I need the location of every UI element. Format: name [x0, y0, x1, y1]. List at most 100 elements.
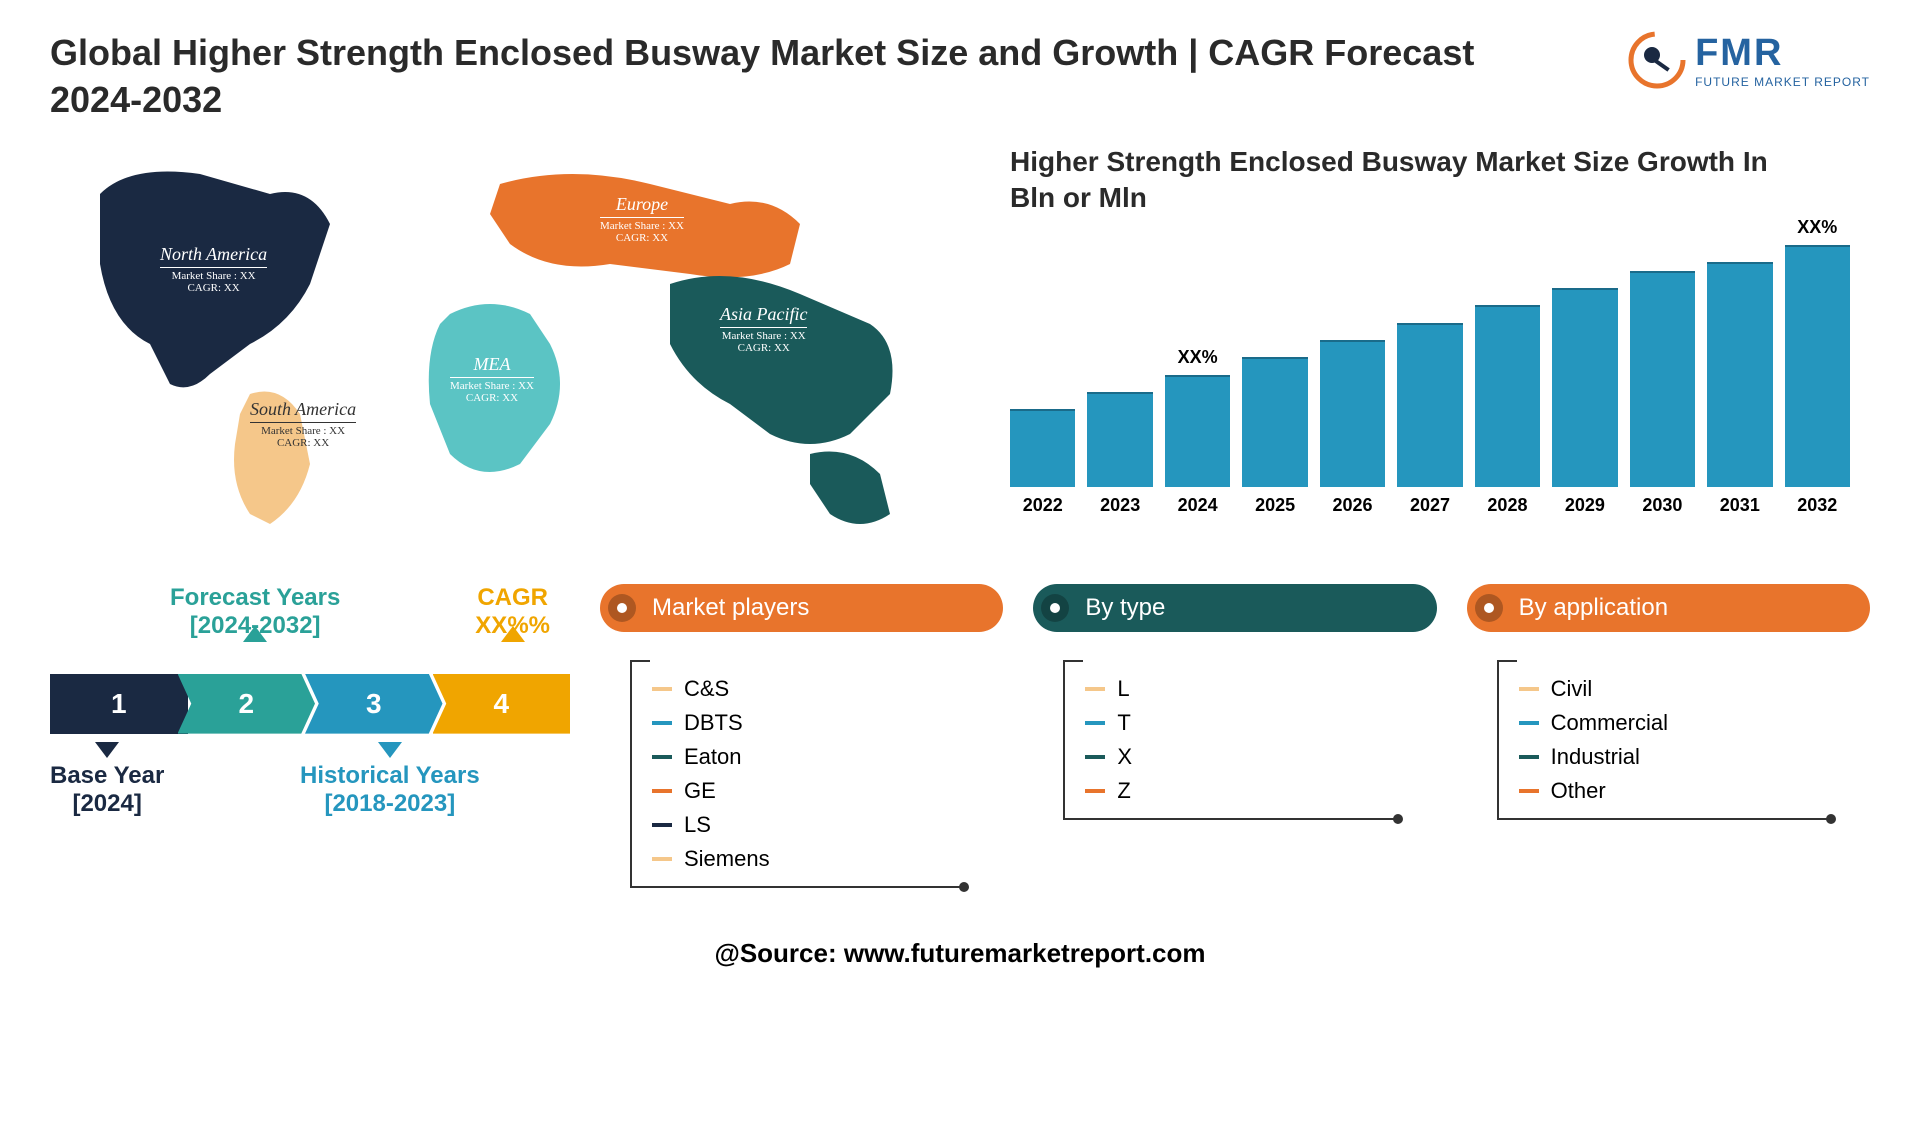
timeline-seg-4: 4: [433, 674, 571, 734]
category-item-label: C&S: [684, 676, 729, 702]
category-item: X: [1085, 740, 1396, 774]
category-item-label: Other: [1551, 778, 1606, 804]
bar-label: 2032: [1797, 495, 1837, 516]
by-application-col: By application Civil Commercial Industrial…: [1467, 584, 1870, 820]
category-item-label: Eaton: [684, 744, 742, 770]
bullet-icon: [1085, 755, 1105, 759]
chart-bar: [1242, 357, 1307, 487]
page-title: Global Higher Strength Enclosed Busway M…: [50, 30, 1550, 124]
bar-label: 2027: [1410, 495, 1450, 516]
timeline-seg-3: 3: [305, 674, 443, 734]
bullet-icon: [1519, 755, 1539, 759]
bar-item: 2026: [1320, 340, 1385, 516]
bar-item: 2030: [1630, 271, 1695, 517]
by-application-header: By application: [1467, 584, 1870, 632]
logo: FMR FUTURE MARKET REPORT: [1627, 30, 1870, 90]
category-item: Z: [1085, 774, 1396, 808]
category-item-label: Civil: [1551, 676, 1593, 702]
bar-item: XX%2032: [1785, 245, 1850, 517]
bar-label: 2022: [1023, 495, 1063, 516]
by-type-header: By type: [1033, 584, 1436, 632]
category-item: Civil: [1519, 672, 1830, 706]
category-item: T: [1085, 706, 1396, 740]
region-eu-label: Europe Market Share : XXCAGR: XX: [600, 194, 684, 244]
category-item-label: Commercial: [1551, 710, 1668, 736]
bullet-icon: [1519, 721, 1539, 725]
timeline-seg-2: 2: [178, 674, 316, 734]
by-type-col: By type LTXZ: [1033, 584, 1436, 820]
chart-bar: [1552, 288, 1617, 487]
bar-item: 2029: [1552, 288, 1617, 516]
logo-icon: [1627, 30, 1687, 90]
category-item: LS: [652, 808, 963, 842]
bullet-icon: [1085, 721, 1105, 725]
logo-main-text: FMR: [1695, 32, 1870, 75]
bar-label: 2031: [1720, 495, 1760, 516]
bar-label: 2025: [1255, 495, 1295, 516]
bar-item: XX%2024: [1165, 375, 1230, 517]
market-players-header: Market players: [600, 584, 1003, 632]
bar-annotation: XX%: [1178, 347, 1218, 368]
world-map: North America Market Share : XXCAGR: XX …: [50, 144, 950, 544]
region-sa-label: South America Market Share : XXCAGR: XX: [250, 399, 356, 449]
bar-label: 2026: [1333, 495, 1373, 516]
source-text: @Source: www.futuremarketreport.com: [50, 938, 1870, 969]
bullet-icon: [652, 789, 672, 793]
category-item-label: T: [1117, 710, 1130, 736]
bar-label: 2024: [1178, 495, 1218, 516]
market-players-col: Market players C&S DBTS Eaton GE LS Siemens: [600, 584, 1003, 888]
bullet-icon: [1085, 687, 1105, 691]
bar-chart: 20222023XX%20242025202620272028202920302…: [1010, 236, 1850, 516]
chart-title: Higher Strength Enclosed Busway Market S…: [1010, 144, 1850, 217]
region-mea-label: MEA Market Share : XXCAGR: XX: [450, 354, 534, 404]
bullet-icon: [1085, 789, 1105, 793]
bullet-icon: [652, 857, 672, 861]
bar-item: 2025: [1242, 357, 1307, 516]
chart-bar: [1010, 409, 1075, 487]
hist-years-label: Historical Years [2018-2023]: [300, 742, 480, 818]
chart-bar: [1475, 305, 1540, 487]
category-item: DBTS: [652, 706, 963, 740]
bar-label: 2023: [1100, 495, 1140, 516]
bar-annotation: XX%: [1797, 217, 1837, 238]
category-item-label: L: [1117, 676, 1129, 702]
category-item: Industrial: [1519, 740, 1830, 774]
category-item-label: Industrial: [1551, 744, 1640, 770]
chart-bar: [1707, 262, 1772, 487]
category-item: Eaton: [652, 740, 963, 774]
region-ap-label: Asia Pacific Market Share : XXCAGR: XX: [720, 304, 807, 354]
region-na-label: North America Market Share : XXCAGR: XX: [160, 244, 267, 294]
bar-label: 2029: [1565, 495, 1605, 516]
bar-item: 2023: [1087, 392, 1152, 516]
cagr-label: CAGR XX%%: [475, 584, 550, 640]
bullet-icon: [652, 721, 672, 725]
category-item: Commercial: [1519, 706, 1830, 740]
chart-bar: [1320, 340, 1385, 487]
category-item-label: GE: [684, 778, 716, 804]
chart-bar: [1087, 392, 1152, 487]
bullet-icon: [652, 755, 672, 759]
bullet-icon: [652, 687, 672, 691]
category-item: Other: [1519, 774, 1830, 808]
category-item-label: Siemens: [684, 846, 770, 872]
chart-bar: [1785, 245, 1850, 488]
timeline: Forecast Years [2024-2032] CAGR XX%% 1 2…: [50, 584, 570, 842]
logo-sub-text: FUTURE MARKET REPORT: [1695, 75, 1870, 89]
bullet-icon: [1519, 789, 1539, 793]
category-item-label: X: [1117, 744, 1132, 770]
bullet-icon: [1519, 687, 1539, 691]
category-item: L: [1085, 672, 1396, 706]
bar-item: 2022: [1010, 409, 1075, 516]
forecast-label: Forecast Years [2024-2032]: [170, 584, 340, 640]
chart-bar: [1165, 375, 1230, 488]
category-item-label: LS: [684, 812, 711, 838]
timeline-seg-1: 1: [50, 674, 188, 734]
bar-label: 2028: [1487, 495, 1527, 516]
bar-item: 2028: [1475, 305, 1540, 516]
category-item-label: Z: [1117, 778, 1130, 804]
chart-bar: [1630, 271, 1695, 488]
bar-label: 2030: [1642, 495, 1682, 516]
category-item: C&S: [652, 672, 963, 706]
bar-item: 2031: [1707, 262, 1772, 516]
category-item: GE: [652, 774, 963, 808]
